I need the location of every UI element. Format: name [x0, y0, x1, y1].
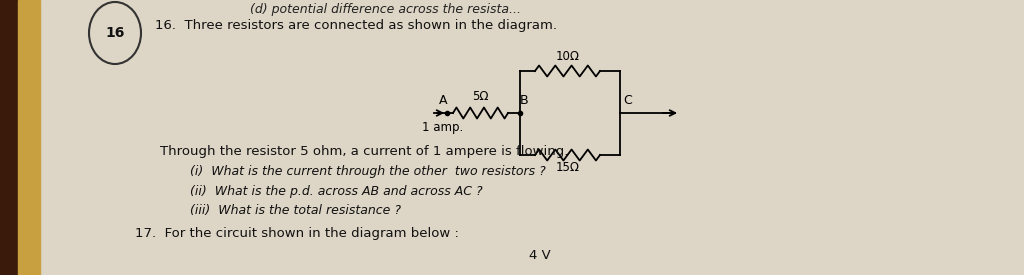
Text: Through the resistor 5 ohm, a current of 1 ampere is flowing.: Through the resistor 5 ohm, a current of…: [160, 145, 568, 158]
Text: A: A: [438, 94, 447, 107]
Text: C: C: [624, 94, 633, 107]
Text: B: B: [520, 94, 528, 107]
Text: (ii)  What is the p.d. across AB and across AC ?: (ii) What is the p.d. across AB and acro…: [190, 185, 482, 198]
Text: 16: 16: [105, 26, 125, 40]
Text: 5Ω: 5Ω: [472, 90, 488, 103]
Text: (iii)  What is the total resistance ?: (iii) What is the total resistance ?: [190, 204, 401, 217]
Text: 15Ω: 15Ω: [555, 161, 580, 174]
Text: 17.  For the circuit shown in the diagram below :: 17. For the circuit shown in the diagram…: [135, 227, 459, 240]
Text: 1 amp.: 1 amp.: [422, 121, 464, 134]
Text: (i)  What is the current through the other  two resistors ?: (i) What is the current through the othe…: [190, 165, 546, 178]
Ellipse shape: [89, 2, 141, 64]
Bar: [18, 0, 40, 275]
Text: 10Ω: 10Ω: [555, 50, 580, 63]
Bar: [0, 0, 18, 275]
Text: (d) potential difference across the resista...: (d) potential difference across the resi…: [250, 3, 521, 16]
Text: 4 V: 4 V: [529, 249, 551, 262]
Text: 16.  Three resistors are connected as shown in the diagram.: 16. Three resistors are connected as sho…: [155, 19, 557, 32]
